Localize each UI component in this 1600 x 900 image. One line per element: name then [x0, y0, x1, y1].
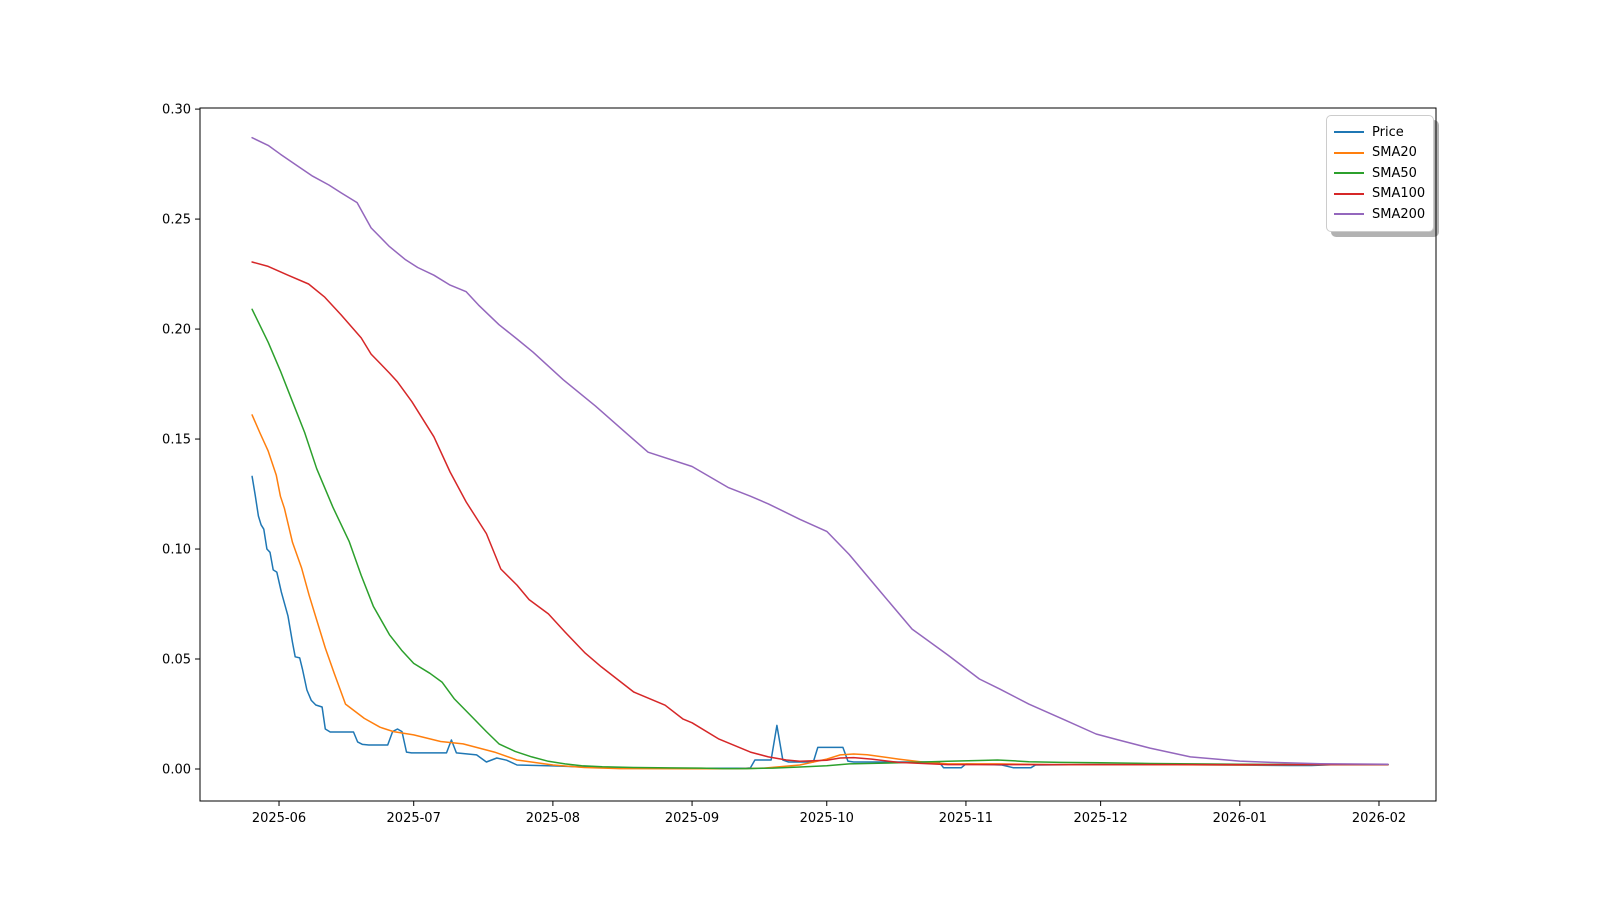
legend-item-sma20: SMA20	[1334, 143, 1425, 164]
legend-line-sample	[1334, 131, 1364, 134]
x-tick-label: 2025-10	[800, 811, 854, 826]
y-tick-label: 0.10	[162, 543, 191, 558]
x-tick-label: 2025-11	[939, 811, 993, 826]
legend-label: SMA100	[1372, 186, 1426, 202]
y-tick-label: 0.30	[162, 103, 191, 118]
x-tick-label: 2025-09	[665, 811, 719, 826]
legend: Price SMA20 SMA50 SMA100 SMA200	[1326, 115, 1435, 232]
legend-item-sma100: SMA100	[1334, 184, 1425, 205]
y-tick-label: 0.05	[162, 653, 191, 668]
legend-item-price: Price	[1334, 122, 1425, 143]
legend-line-sample	[1334, 151, 1364, 154]
axes-spines	[199, 107, 1437, 802]
y-tick-label: 0.20	[162, 323, 191, 338]
legend-label: Price	[1372, 124, 1404, 140]
sma100-line	[251, 261, 1389, 766]
sma200-line	[251, 136, 1389, 765]
x-tick-label: 2026-02	[1352, 811, 1406, 826]
legend-line-sample	[1334, 172, 1364, 175]
y-tick-label: 0.25	[162, 213, 191, 228]
legend-label: SMA50	[1372, 165, 1417, 181]
x-tick-label: 2025-06	[252, 811, 306, 826]
x-tick-label: 2025-07	[387, 811, 441, 826]
legend-label: SMA200	[1372, 206, 1426, 222]
legend-line-sample	[1334, 213, 1364, 216]
sma50-line	[251, 308, 1389, 770]
y-tick-label: 0.00	[162, 762, 191, 777]
legend-line-sample	[1334, 192, 1364, 195]
x-tick-label: 2026-01	[1213, 811, 1267, 826]
x-tick-label: 2025-12	[1073, 811, 1127, 826]
price-line	[251, 475, 1389, 770]
legend-item-sma50: SMA50	[1334, 163, 1425, 184]
legend-item-sma200: SMA200	[1334, 204, 1425, 225]
x-tick-label: 2025-08	[526, 811, 580, 826]
y-tick-label: 0.15	[162, 433, 191, 448]
legend-label: SMA20	[1372, 145, 1417, 161]
sma20-line	[251, 414, 1389, 770]
